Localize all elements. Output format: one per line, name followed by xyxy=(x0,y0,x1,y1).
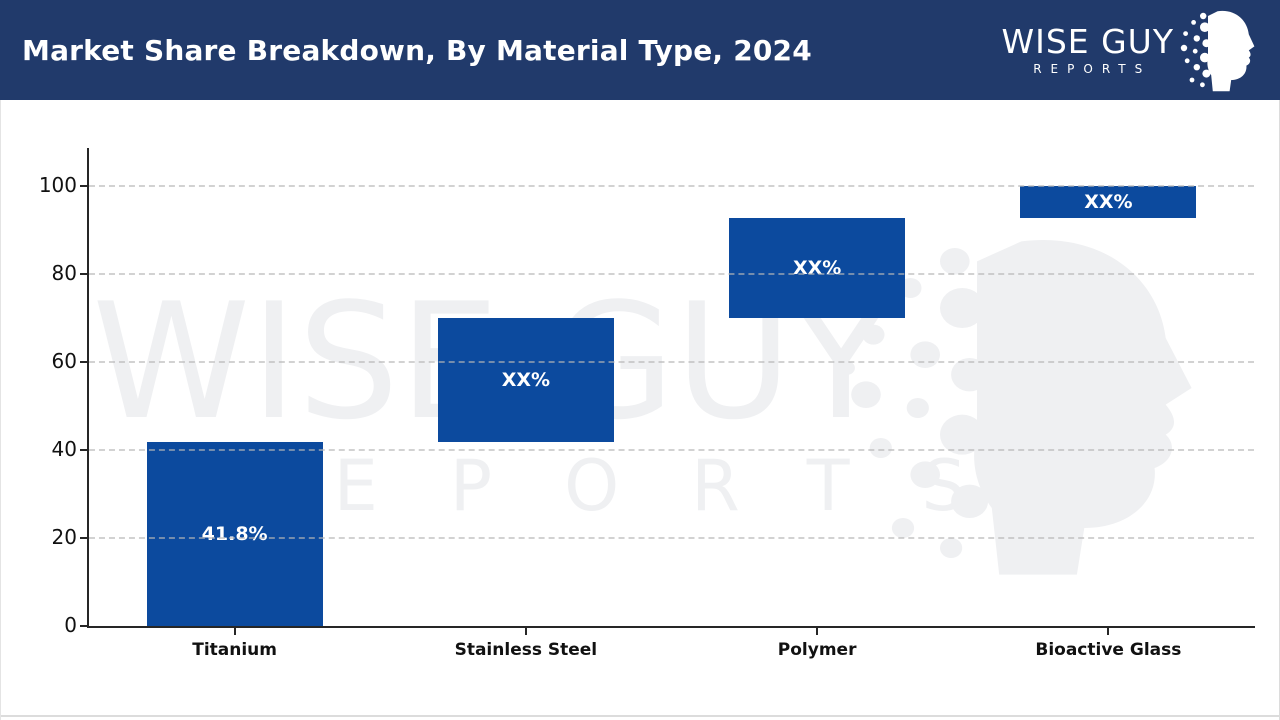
x-axis-category-label: Polymer xyxy=(777,640,857,660)
y-axis-tick xyxy=(80,625,88,627)
y-axis-tick xyxy=(80,537,88,539)
logo-subtext: REPORTS xyxy=(1033,61,1152,76)
bar-value-label: XX% xyxy=(792,257,842,280)
gridline xyxy=(89,537,1254,539)
x-axis-tick xyxy=(233,628,236,635)
watermark-head-icon xyxy=(840,239,1192,575)
y-axis-tick-label: 80 xyxy=(51,261,77,285)
x-axis-category-label: Titanium xyxy=(192,640,278,660)
x-axis-tick xyxy=(524,628,527,635)
y-axis-tick-label: 40 xyxy=(51,437,77,461)
header-bar: Market Share Breakdown, By Material Type… xyxy=(0,0,1280,100)
gridline xyxy=(89,361,1254,363)
gridline xyxy=(89,273,1254,275)
watermark-subtext: REPORTS xyxy=(213,445,1038,527)
y-axis-tick-label: 60 xyxy=(51,349,77,373)
logo-head-icon xyxy=(1180,10,1255,92)
x-axis-tick xyxy=(1107,628,1110,635)
x-axis-line xyxy=(87,626,1255,628)
y-axis-line xyxy=(87,148,89,628)
x-axis-category-label: Bioactive Glass xyxy=(1035,640,1182,660)
bar-value-label: XX% xyxy=(1084,191,1133,214)
chart-canvas: WISE GUY REPORTS 41.8% Titanium XX% Stainle… xyxy=(0,100,1280,720)
bar-value-label: XX% xyxy=(501,369,551,392)
bar-value-label: 41.8% xyxy=(201,523,268,546)
y-axis-tick xyxy=(80,185,88,187)
y-axis-tick xyxy=(80,273,88,275)
y-axis-tick-label: 0 xyxy=(64,613,77,637)
wise-guy-logo: WISE GUY REPORTS xyxy=(1001,8,1256,92)
x-axis-category-label: Stainless Steel xyxy=(454,640,598,660)
logo-wordmark: WISE GUY xyxy=(1001,22,1174,62)
bar-polymer: XX% xyxy=(729,218,906,318)
gridline xyxy=(89,185,1254,187)
chart-title: Market Share Breakdown, By Material Type… xyxy=(22,33,812,67)
plot-area: 41.8% Titanium XX% Stainless Steel XX% Polyme… xyxy=(1,100,1280,720)
gridline xyxy=(89,449,1254,451)
figure-bottom-border xyxy=(1,715,1280,717)
bar-bioactive-glass: XX% xyxy=(1020,186,1197,219)
logo-wordmark-block: WISE GUY REPORTS xyxy=(1001,22,1174,76)
y-axis-tick-label: 100 xyxy=(38,173,77,197)
bar-stainless-steel: XX% xyxy=(437,318,614,443)
y-axis-tick xyxy=(80,449,88,451)
x-axis-tick xyxy=(816,628,819,635)
bar-titanium: 41.8% xyxy=(146,442,323,626)
y-axis-tick-label: 20 xyxy=(51,525,77,549)
y-axis-tick xyxy=(80,361,88,363)
